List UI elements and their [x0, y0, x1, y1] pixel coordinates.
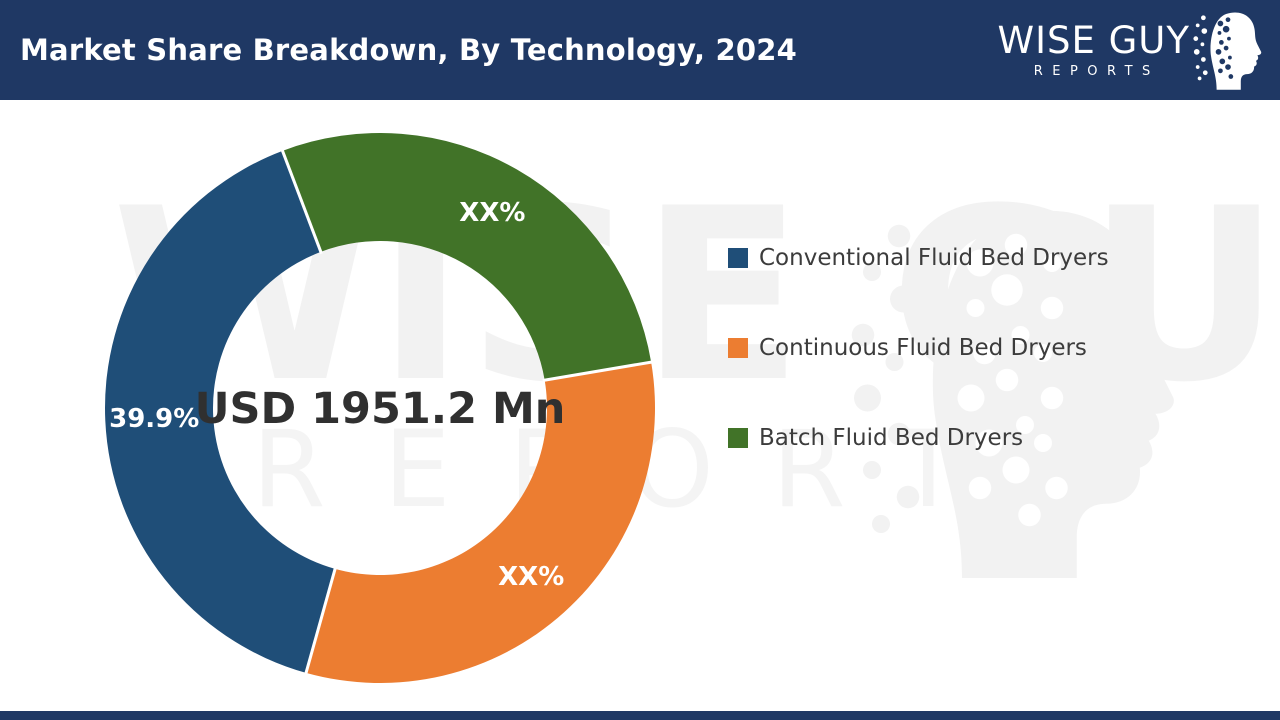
donut-slice	[306, 362, 656, 683]
page-title: Market Share Breakdown, By Technology, 2…	[20, 33, 798, 67]
brand-face-icon	[1193, 12, 1262, 90]
chart-legend: Conventional Fluid Bed Dryers Continuous…	[728, 244, 1109, 514]
donut-chart-container: 39.9% XX% XX% USD 1951.2 Mn	[95, 123, 665, 693]
legend-label: Conventional Fluid Bed Dryers	[759, 245, 1109, 271]
legend-label: Continuous Fluid Bed Dryers	[759, 335, 1087, 361]
slice-separator	[280, 149, 323, 255]
brand-logo: WISE GUY REPORTS	[998, 6, 1264, 94]
legend-swatch-continuous	[728, 338, 748, 358]
donut-chart: 39.9% XX% XX% USD 1951.2 Mn	[104, 132, 656, 683]
slice-separator	[304, 566, 338, 675]
legend-swatch-batch	[728, 428, 748, 448]
donut-center-value: USD 1951.2 Mn	[195, 384, 566, 434]
legend-swatch-conventional	[728, 248, 748, 268]
slice-separator	[542, 360, 653, 382]
legend-item-batch: Batch Fluid Bed Dryers	[728, 424, 1109, 452]
donut-slice	[104, 150, 336, 673]
slice-percentage-label: XX%	[459, 198, 525, 228]
slice-percentage-label: 39.9%	[109, 404, 199, 434]
header-bar: Market Share Breakdown, By Technology, 2…	[0, 0, 1280, 100]
slice-percentage-label: XX%	[498, 562, 564, 592]
watermark-face-graphic	[851, 210, 1174, 578]
donut-slice	[282, 132, 652, 381]
brand-logo-line1: WISE GUY	[997, 19, 1190, 62]
legend-item-conventional: Conventional Fluid Bed Dryers	[728, 244, 1109, 272]
brand-logo-line2: REPORTS	[1033, 64, 1160, 79]
legend-item-continuous: Continuous Fluid Bed Dryers	[728, 334, 1109, 362]
legend-label: Batch Fluid Bed Dryers	[759, 425, 1024, 451]
brand-logo-text: WISE GUY REPORTS	[997, 19, 1190, 80]
footer-bar	[0, 711, 1280, 720]
